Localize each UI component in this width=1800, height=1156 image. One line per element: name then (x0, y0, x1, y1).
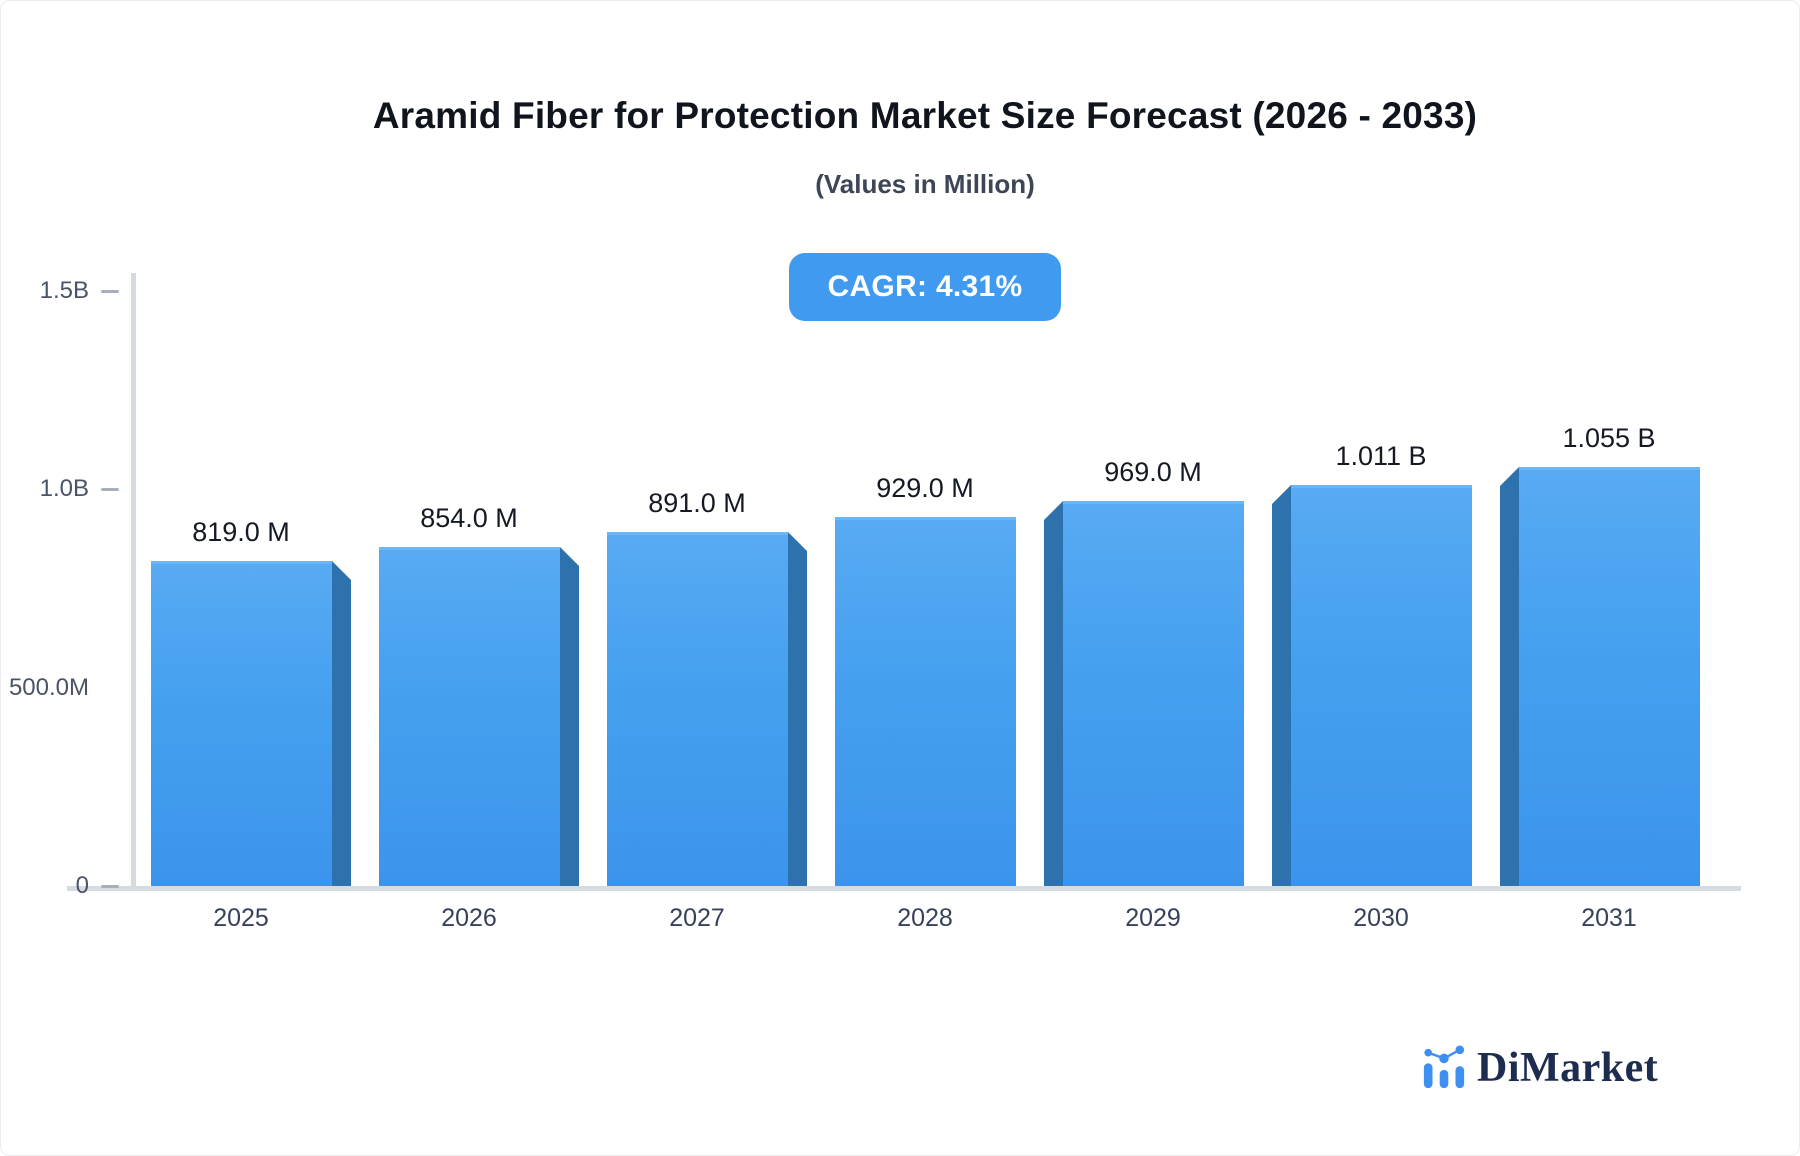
y-tick-dash (101, 488, 119, 491)
bar-2028 (835, 517, 1016, 886)
bar-chart-icon (1423, 1045, 1465, 1089)
bar-side-face (1272, 485, 1291, 886)
x-tick-label: 2027 (669, 904, 725, 932)
y-tick-label: 0 (75, 872, 89, 899)
cagr-badge: CAGR: 4.31% (789, 253, 1061, 321)
bar-value-label: 969.0 M (1104, 457, 1202, 487)
bar-side-face (1044, 501, 1063, 886)
x-tick-label: 2026 (441, 904, 497, 932)
bar-value-label: 1.011 B (1335, 441, 1427, 471)
dimarket-logo: DiMarket (1421, 1043, 1658, 1093)
y-tick-label: 1.0B (39, 475, 89, 502)
bar-value-label: 929.0 M (876, 473, 974, 503)
y-tick-label: 1.5B (39, 276, 89, 304)
cagr-badge-row: CAGR: 4.31% (51, 253, 1799, 321)
x-tick-label: 2031 (1581, 904, 1637, 932)
bar-value-label: 854.0 M (420, 503, 518, 533)
x-axis-line (67, 886, 1741, 891)
logo-text: DiMarket (1477, 1045, 1659, 1091)
bar-2027 (607, 532, 788, 886)
x-tick-label: 2025 (213, 904, 269, 932)
bar-side-face (1500, 467, 1519, 886)
y-tick-dash (101, 289, 119, 293)
bar-value-label: 1.055 B (1562, 423, 1656, 453)
y-axis-line (131, 273, 136, 891)
bar-value-label: 819.0 M (192, 517, 290, 547)
bar-2029 (1063, 501, 1244, 886)
x-tick-label: 2030 (1353, 904, 1409, 932)
bar-side-face (788, 532, 807, 886)
bar-side-face (560, 547, 579, 886)
bar-2026 (379, 547, 560, 886)
y-tick-dash (101, 885, 119, 888)
chart-subtitle: (Values in Million) (815, 169, 1035, 199)
page-title: Aramid Fiber for Protection Market Size … (372, 95, 1478, 136)
bar-2031 (1519, 467, 1700, 886)
y-tick-label: 500.0M (8, 673, 89, 701)
bar-side-face (332, 561, 351, 886)
x-tick-label: 2029 (1125, 904, 1181, 932)
bar-2030 (1291, 485, 1472, 886)
bar-2025 (151, 561, 332, 886)
x-tick-label: 2028 (897, 904, 953, 932)
bar-value-label: 891.0 M (648, 488, 746, 518)
